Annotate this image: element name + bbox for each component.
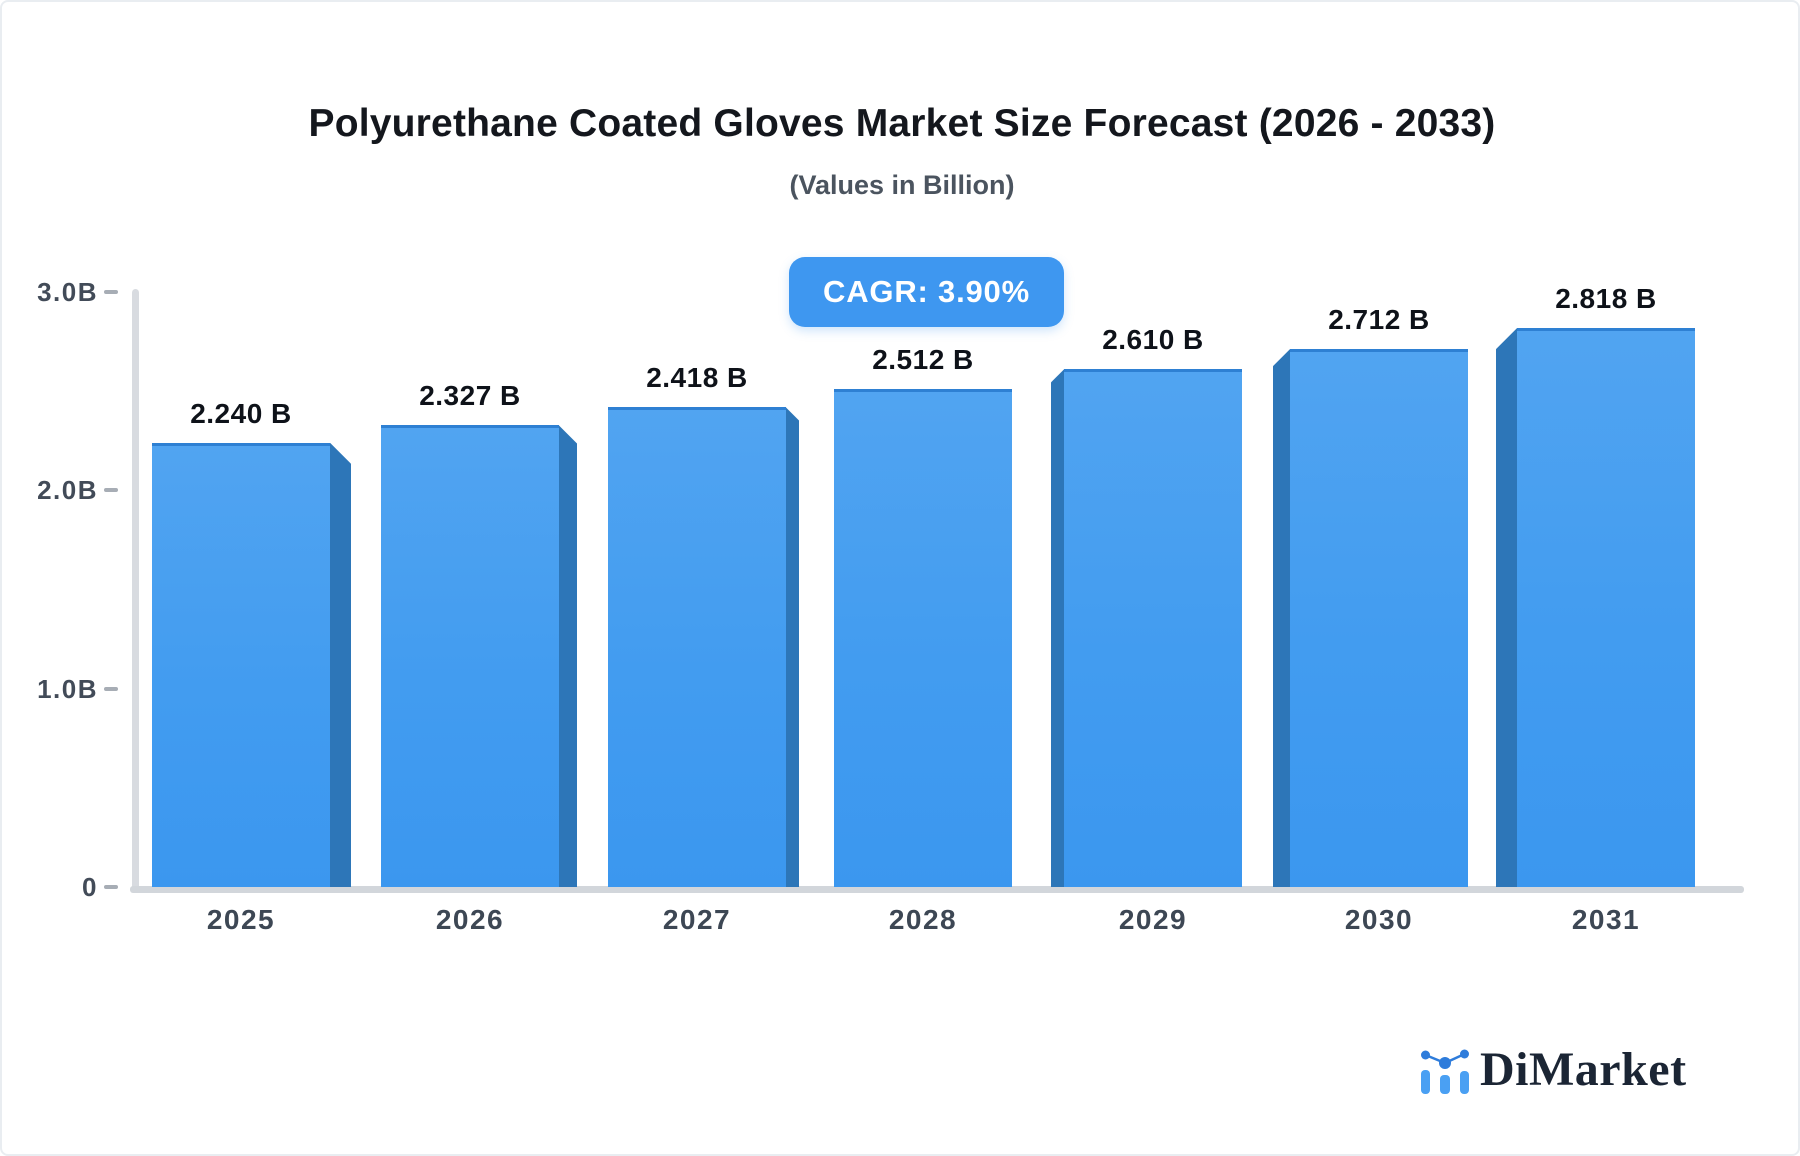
y-axis-tick-mark (104, 488, 118, 493)
x-axis-label: 2031 (1571, 904, 1641, 935)
x-axis-label: 2026 (435, 904, 505, 935)
bar-3d-side (786, 407, 799, 887)
chart-title: Polyurethane Coated Gloves Market Size F… (308, 102, 1496, 145)
bar-3d-side (330, 442, 351, 887)
y-axis-tick-label: 0 (82, 872, 98, 902)
bar (608, 407, 786, 887)
y-axis-line (132, 289, 139, 890)
dimarket-logo-icon (1421, 1049, 1469, 1094)
y-axis-tick-mark (104, 686, 118, 691)
x-axis-line (130, 886, 1744, 893)
cagr-badge: CAGR: 3.90% (789, 257, 1064, 327)
brand-name: DiMarket (1480, 1043, 1687, 1096)
bar-value-label: 2.240 B (190, 397, 292, 429)
bar (1290, 349, 1468, 887)
x-axis-label: 2027 (662, 904, 732, 935)
y-axis-tick-label: 3.0B (37, 277, 98, 307)
bar-value-label: 2.712 B (1328, 304, 1430, 336)
y-axis-tick-label: 2.0B (37, 475, 98, 506)
y-axis-tick-label: 1.0B (37, 673, 98, 704)
chart-subtitle: (Values in Billion) (789, 170, 1015, 200)
bar-value-label: 2.327 B (419, 380, 521, 412)
bar-3d-side (1273, 349, 1290, 887)
bar-3d-side (559, 425, 577, 887)
bar (152, 442, 330, 887)
bar-value-label: 2.818 B (1555, 283, 1657, 315)
bar-value-label: 2.610 B (1102, 324, 1204, 356)
x-axis-label: 2028 (888, 904, 958, 935)
x-axis-label: 2029 (1118, 904, 1188, 935)
bar-3d-side (1496, 328, 1517, 887)
brand-logo: DiMarket (1421, 1040, 1687, 1094)
bar (1064, 369, 1242, 887)
bar (1517, 328, 1695, 887)
x-axis-label: 2030 (1344, 904, 1414, 935)
bar (834, 388, 1012, 887)
bar-3d-side (1051, 369, 1064, 887)
y-axis-tick-mark (104, 885, 118, 889)
y-axis-tick-mark (104, 290, 118, 294)
bar-value-label: 2.418 B (646, 362, 748, 394)
bar (381, 425, 559, 887)
bar-value-label: 2.512 B (872, 343, 974, 375)
x-axis-label: 2025 (206, 904, 276, 935)
